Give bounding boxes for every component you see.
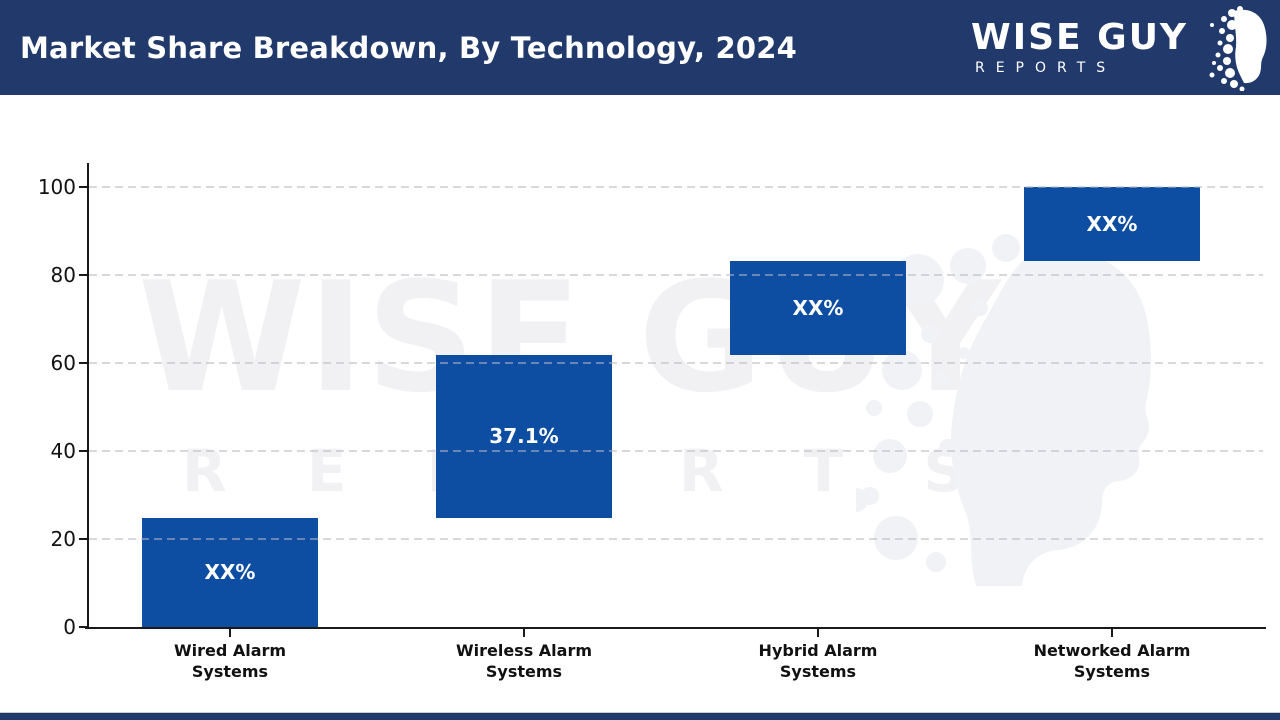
header-banner: Market Share Breakdown, By Technology, 2… bbox=[0, 0, 1280, 95]
bar-wired-alarm-systems: XX% bbox=[142, 517, 318, 627]
bar-hybrid-alarm-systems: XX% bbox=[730, 260, 906, 355]
x-tick-label-line: Systems bbox=[1073, 661, 1151, 681]
y-tick-label-80: 80 bbox=[50, 263, 76, 287]
x-tick-label-hybrid-alarm-systems: Hybrid Alarm Systems bbox=[668, 641, 968, 683]
bar-wireless-alarm-systems: 37.1% bbox=[436, 354, 612, 518]
y-tick-label-40: 40 bbox=[50, 439, 76, 463]
bar-value-label: XX% bbox=[792, 295, 844, 320]
gridline-y100 bbox=[89, 186, 1263, 188]
logo-subtitle: REPORTS bbox=[974, 59, 1117, 76]
bar-networked-alarm-systems: XX% bbox=[1024, 187, 1200, 261]
logo-text: WISE GUY REPORTS bbox=[970, 16, 1188, 76]
x-tick-label-wireless-alarm-systems: Wireless Alarm Systems bbox=[374, 641, 674, 683]
x-tick-wired-alarm-systems bbox=[229, 629, 231, 637]
x-axis-spine bbox=[85, 627, 1266, 629]
x-tick-label-line: Hybrid Alarm bbox=[758, 641, 878, 660]
y-tick-label-0: 0 bbox=[63, 615, 76, 639]
y-tick-20 bbox=[79, 538, 87, 540]
bar-value-label: 37.1% bbox=[489, 424, 559, 449]
bar-value-label: XX% bbox=[204, 560, 256, 585]
x-tick-label-line: Systems bbox=[191, 661, 269, 681]
y-tick-0 bbox=[79, 626, 87, 628]
x-tick-label-line: Systems bbox=[779, 661, 857, 681]
gridline-y80 bbox=[89, 274, 1263, 276]
footer-divider bbox=[0, 712, 1280, 713]
y-tick-label-60: 60 bbox=[50, 351, 76, 375]
logo-wordmark: WISE GUY bbox=[970, 16, 1188, 58]
footer-accent-bar bbox=[0, 713, 1280, 720]
x-tick-label-wired-alarm-systems: Wired Alarm Systems bbox=[80, 641, 380, 683]
x-tick-label-line: Networked Alarm bbox=[1033, 641, 1191, 660]
y-tick-60 bbox=[79, 362, 87, 364]
y-tick-label-20: 20 bbox=[50, 527, 76, 551]
x-tick-networked-alarm-systems bbox=[1111, 629, 1113, 637]
y-axis-spine bbox=[87, 163, 89, 629]
logo-head-profile-icon bbox=[1209, 5, 1267, 91]
x-tick-hybrid-alarm-systems bbox=[817, 629, 819, 637]
y-tick-80 bbox=[79, 274, 87, 276]
x-tick-wireless-alarm-systems bbox=[523, 629, 525, 637]
gridline-y40 bbox=[89, 450, 1263, 452]
gridline-y20 bbox=[89, 538, 1263, 540]
y-tick-label-100: 100 bbox=[37, 175, 76, 199]
x-tick-label-networked-alarm-systems: Networked Alarm Systems bbox=[962, 641, 1262, 683]
x-tick-label-line: Systems bbox=[485, 661, 563, 681]
page-title: Market Share Breakdown, By Technology, 2… bbox=[20, 30, 798, 65]
y-tick-100 bbox=[79, 186, 87, 188]
gridline-y60 bbox=[89, 362, 1263, 364]
x-tick-label-line: Wired Alarm bbox=[173, 641, 287, 660]
x-tick-label-line: Wireless Alarm bbox=[455, 641, 593, 660]
wise-guy-reports-logo: WISE GUY REPORTS bbox=[971, 5, 1280, 91]
y-tick-40 bbox=[79, 450, 87, 452]
bar-value-label: XX% bbox=[1086, 211, 1138, 236]
